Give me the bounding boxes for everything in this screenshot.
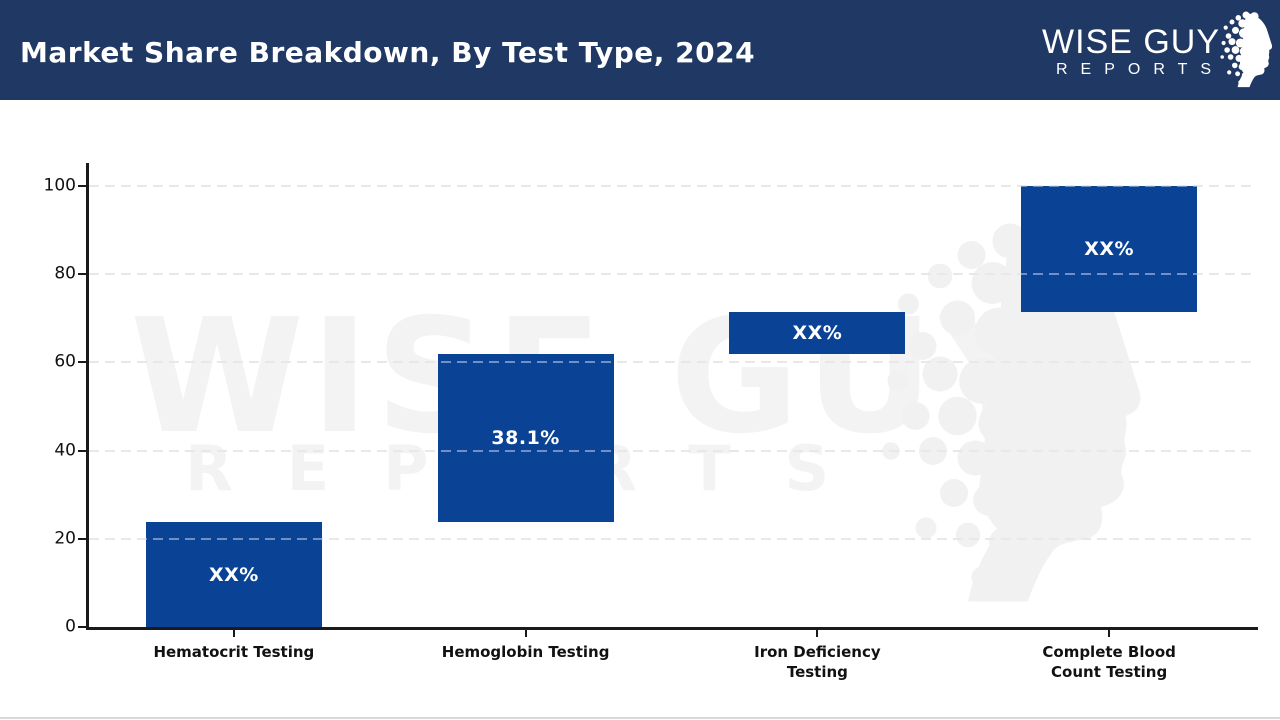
y-tick-80 bbox=[78, 273, 86, 276]
y-tick-label-80: 80 bbox=[54, 263, 76, 284]
bar-segment-2: XX% bbox=[729, 312, 906, 355]
gridline-60 bbox=[89, 361, 1255, 364]
bar-segment-0: XX% bbox=[145, 522, 322, 627]
wiseguy-head-logo-icon bbox=[1220, 11, 1273, 88]
x-axis-label-line: Complete Blood bbox=[1042, 643, 1176, 661]
y-tick-0 bbox=[78, 626, 86, 628]
gridline-40 bbox=[89, 449, 1255, 452]
gridline-overlay-80 bbox=[89, 273, 1255, 276]
chart-title: Market Share Breakdown, By Test Type, 20… bbox=[20, 36, 756, 69]
bar-value-label: 38.1% bbox=[491, 427, 560, 450]
bar-value-label: XX% bbox=[792, 322, 843, 345]
y-tick-label-20: 20 bbox=[54, 528, 76, 549]
x-axis-label-line: Count Testing bbox=[1051, 663, 1168, 681]
gridline-overlay-40 bbox=[89, 449, 1255, 452]
gridline-overlay-20 bbox=[89, 537, 1255, 540]
x-tick-1 bbox=[524, 630, 527, 637]
x-axis-label-0: Hematocrit Testing bbox=[74, 642, 394, 662]
y-tick-60 bbox=[78, 361, 86, 364]
gridline-overlay-60 bbox=[89, 361, 1255, 364]
bar-value-label: XX% bbox=[1084, 238, 1135, 261]
y-tick-label-0: 0 bbox=[65, 616, 76, 637]
y-tick-100 bbox=[78, 185, 86, 187]
y-tick-label-100: 100 bbox=[43, 175, 76, 196]
x-axis-label-line: Testing bbox=[786, 663, 848, 681]
x-axis-label-2: Iron Deficiency Testing bbox=[657, 642, 977, 682]
header-banner bbox=[0, 0, 1280, 100]
brand-wordmark: WISE GUY bbox=[1042, 23, 1221, 61]
x-axis-label-3: Complete Blood Count Testing bbox=[949, 642, 1269, 682]
y-tick-20 bbox=[78, 537, 86, 540]
bar-value-label: XX% bbox=[208, 563, 259, 586]
y-axis-spine bbox=[86, 163, 89, 630]
bar-segment-3: XX% bbox=[1021, 186, 1198, 313]
gridline-20 bbox=[89, 537, 1255, 540]
y-tick-40 bbox=[78, 449, 86, 452]
x-axis-label-1: Hemoglobin Testing bbox=[366, 642, 686, 662]
brand-subtitle: REPORTS bbox=[1056, 61, 1225, 78]
gridline-100 bbox=[89, 185, 1255, 187]
x-axis-label-line: Iron Deficiency bbox=[754, 643, 881, 661]
y-tick-label-60: 60 bbox=[54, 351, 76, 372]
x-tick-2 bbox=[816, 630, 819, 637]
x-tick-3 bbox=[1108, 630, 1111, 637]
figure-bottom-rule bbox=[0, 717, 1280, 719]
bar-segment-1: 38.1% bbox=[437, 354, 614, 523]
x-tick-0 bbox=[232, 630, 235, 637]
y-tick-label-40: 40 bbox=[54, 440, 76, 461]
gridline-80 bbox=[89, 273, 1255, 276]
x-axis-label-line: Hematocrit Testing bbox=[153, 643, 315, 661]
x-axis-label-line: Hemoglobin Testing bbox=[441, 643, 610, 661]
gridline-overlay-100 bbox=[89, 185, 1255, 187]
x-axis-spine bbox=[86, 627, 1258, 630]
